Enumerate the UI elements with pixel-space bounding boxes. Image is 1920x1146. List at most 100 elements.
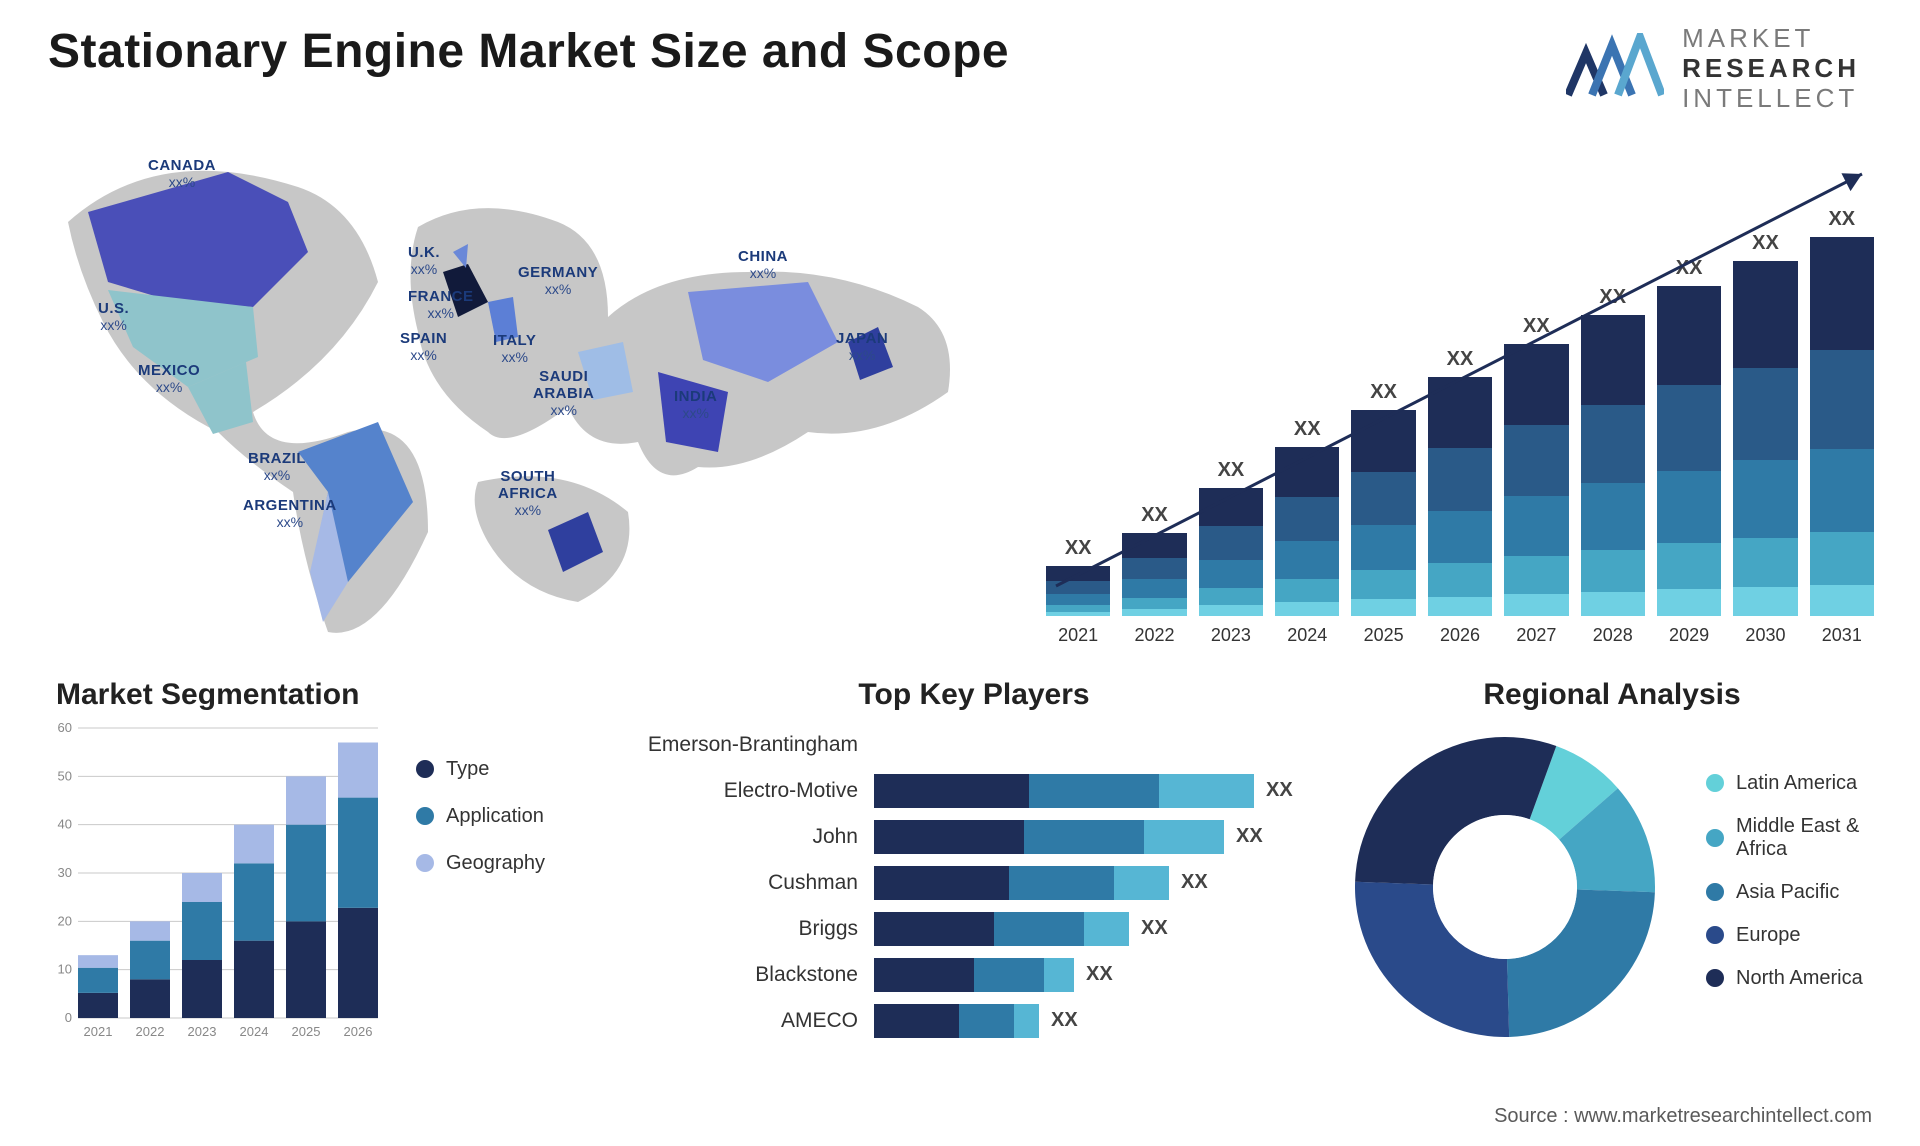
map-country-label: ARGENTINAxx% (243, 497, 337, 530)
top-player-row: Electro-MotiveXX (644, 768, 1304, 814)
forecast-bar-segment (1199, 488, 1263, 526)
forecast-bar-segment (1428, 377, 1492, 449)
forecast-bar-segment (1581, 483, 1645, 549)
forecast-bar-segment (1581, 405, 1645, 483)
forecast-bar-value: XX (1218, 459, 1245, 482)
map-country-name: INDIA (674, 388, 717, 405)
legend-swatch (416, 760, 434, 778)
forecast-year-label: 2023 (1211, 625, 1251, 646)
top-player-bar (874, 820, 1224, 854)
map-country-label: CHINAxx% (738, 248, 788, 281)
top-player-bar (874, 774, 1254, 808)
forecast-bar-segment (1428, 563, 1492, 596)
map-country-value: xx% (518, 281, 598, 297)
forecast-year-label: 2025 (1364, 625, 1404, 646)
legend-label: Latin America (1736, 772, 1857, 795)
forecast-bar-segment (1810, 585, 1874, 615)
svg-text:2022: 2022 (136, 1024, 165, 1039)
segmentation-legend: Type Application Geography (416, 722, 545, 1052)
top-player-name: Cushman (644, 871, 874, 895)
top-key-players-panel: Top Key Players Emerson-BrantinghamElect… (644, 678, 1304, 1052)
forecast-bar-segment (1504, 556, 1568, 594)
forecast-bar-segment (1428, 597, 1492, 616)
forecast-year-label: 2026 (1440, 625, 1480, 646)
map-country-name: SAUDI ARABIA (533, 368, 594, 402)
forecast-bar-value: XX (1294, 418, 1321, 441)
segmentation-chart: 0102030405060202120222023202420252026 (48, 722, 388, 1052)
forecast-bar (1733, 261, 1797, 615)
map-country-name: GERMANY (518, 264, 598, 281)
legend-item: Type (416, 758, 545, 781)
forecast-bar-segment (1657, 286, 1721, 385)
regional-analysis-panel: Regional Analysis Latin AmericaMiddle Ea… (1340, 678, 1884, 1052)
map-country-value: xx% (493, 349, 536, 365)
forecast-bar-segment (1351, 570, 1415, 599)
top-player-name: Emerson-Brantingham (644, 733, 874, 757)
map-country-name: BRAZIL (248, 450, 306, 467)
forecast-bar (1199, 488, 1263, 616)
top-player-name: Briggs (644, 917, 874, 941)
forecast-year-label: 2022 (1135, 625, 1175, 646)
forecast-chart-panel: XX2021XX2022XX2023XX2024XX2025XX2026XX20… (1036, 132, 1884, 652)
forecast-bar-segment (1122, 598, 1186, 610)
svg-text:2021: 2021 (84, 1024, 113, 1039)
top-player-bar-segment (974, 958, 1044, 992)
legend-item: Geography (416, 852, 545, 875)
forecast-bar-segment (1351, 525, 1415, 570)
forecast-bar-value: XX (1523, 315, 1550, 338)
top-player-bar-segment (1044, 958, 1074, 992)
top-player-bar-segment (874, 1004, 959, 1038)
forecast-bar-segment (1199, 588, 1263, 606)
regional-donut-chart (1340, 722, 1670, 1052)
map-country-value: xx% (408, 305, 474, 321)
forecast-bar-segment (1733, 587, 1797, 615)
legend-item: North America (1706, 967, 1863, 990)
map-country-value: xx% (98, 317, 129, 333)
brand-line3: INTELLECT (1682, 84, 1860, 114)
forecast-bar-segment (1504, 594, 1568, 616)
svg-text:40: 40 (58, 816, 72, 831)
segmentation-title: Market Segmentation (56, 678, 608, 712)
brand-logo: MARKET RESEARCH INTELLECT (1566, 24, 1884, 114)
forecast-bar-segment (1122, 533, 1186, 558)
forecast-year-label: 2028 (1593, 625, 1633, 646)
forecast-bar (1275, 447, 1339, 616)
top-player-name: Blackstone (644, 963, 874, 987)
map-country-name: FRANCE (408, 288, 474, 305)
top-player-value: XX (1051, 1009, 1078, 1032)
legend-item: Application (416, 805, 545, 828)
map-country-name: JAPAN (836, 330, 888, 347)
forecast-bar-value: XX (1752, 232, 1779, 255)
forecast-bar-segment (1810, 350, 1874, 449)
forecast-year-label: 2021 (1058, 625, 1098, 646)
forecast-bar-segment (1581, 592, 1645, 616)
svg-text:2024: 2024 (240, 1024, 269, 1039)
forecast-bar (1122, 533, 1186, 615)
forecast-bar-segment (1046, 605, 1110, 612)
svg-text:50: 50 (58, 768, 72, 783)
svg-text:2025: 2025 (292, 1024, 321, 1039)
top-player-value: XX (1086, 963, 1113, 986)
legend-label: Type (446, 758, 489, 781)
top-player-name: Electro-Motive (644, 779, 874, 803)
legend-swatch (416, 854, 434, 872)
segmentation-panel: Market Segmentation 01020304050602021202… (48, 678, 608, 1052)
forecast-bar-value: XX (1599, 286, 1626, 309)
map-country-label: ITALYxx% (493, 332, 536, 365)
forecast-bar-segment (1504, 425, 1568, 496)
map-country-value: xx% (836, 347, 888, 363)
forecast-bar-segment (1199, 526, 1263, 559)
map-country-label: CANADAxx% (148, 157, 216, 190)
map-country-label: GERMANYxx% (518, 264, 598, 297)
map-country-name: SOUTH AFRICA (498, 468, 558, 502)
forecast-bar (1504, 344, 1568, 616)
forecast-bar (1810, 237, 1874, 616)
forecast-bar-segment (1581, 315, 1645, 405)
forecast-bar-segment (1351, 599, 1415, 615)
page-title: Stationary Engine Market Size and Scope (48, 24, 1009, 79)
forecast-year-label: 2029 (1669, 625, 1709, 646)
top-player-row: Emerson-Brantingham (644, 722, 1304, 768)
top-player-name: John (644, 825, 874, 849)
legend-label: Europe (1736, 924, 1801, 947)
forecast-bar-value: XX (1447, 348, 1474, 371)
